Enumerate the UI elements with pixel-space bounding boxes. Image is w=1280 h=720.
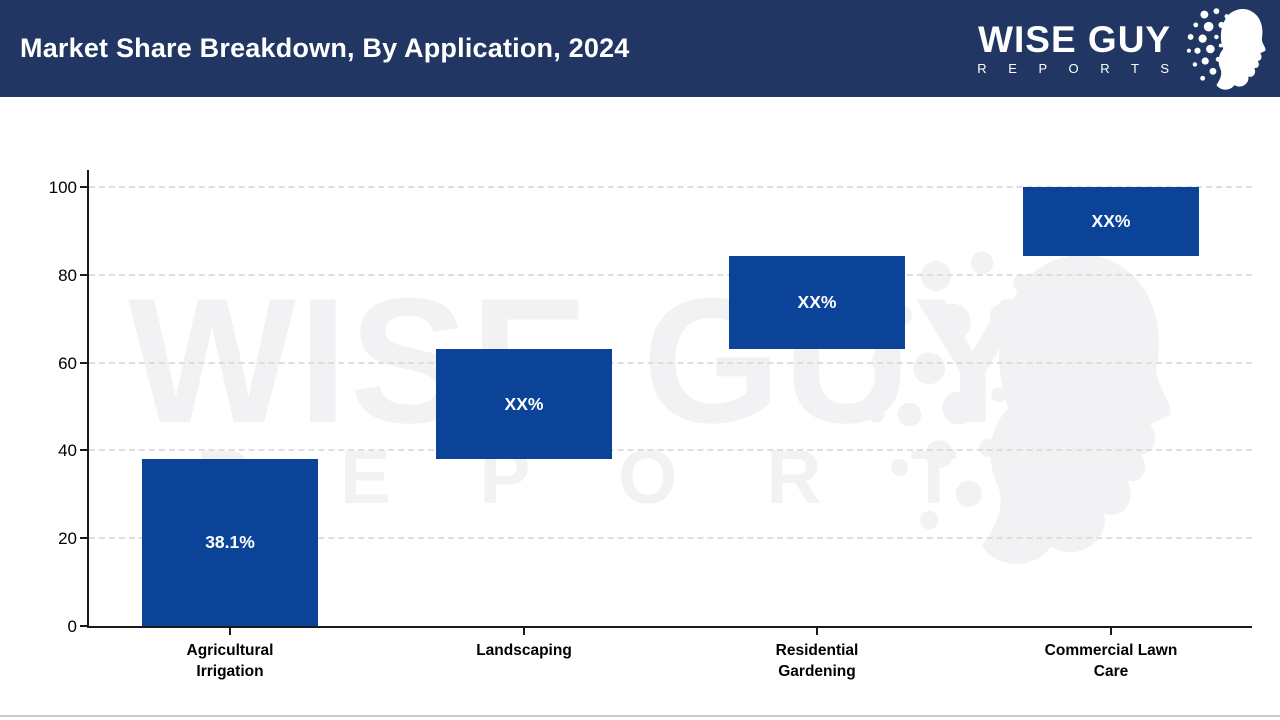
bar-segment: 38.1% [142, 458, 318, 626]
x-category-label: Commercial Lawn Care [1044, 642, 1178, 680]
gridline-80 [89, 273, 1252, 276]
bar-value-label: XX% [504, 393, 544, 414]
x-tick [816, 628, 818, 635]
y-tick-0 [80, 625, 87, 627]
x-category-label: Residential Gardening [775, 642, 859, 680]
bar-segment: XX% [729, 255, 905, 350]
y-tick-label-20: 20 [58, 529, 77, 549]
bar-segment: XX% [436, 349, 612, 459]
gridline-20 [89, 537, 1252, 540]
y-tick-label-40: 40 [58, 441, 77, 461]
y-axis-line [87, 170, 89, 627]
gridline-40 [89, 449, 1252, 452]
x-tick [523, 628, 525, 635]
y-tick-label-0: 0 [67, 617, 77, 636]
gridline-60 [89, 361, 1252, 364]
y-tick-40 [80, 449, 87, 452]
dot-head-face-icon [868, 251, 1171, 564]
chart-title: Market Share Breakdown, By Application, … [20, 33, 630, 63]
bar-segment: XX% [1023, 187, 1199, 256]
x-tick [229, 628, 231, 635]
header-bar: Market Share Breakdown, By Application, … [0, 0, 1280, 97]
gridline-100 [89, 186, 1252, 188]
x-axis-line [87, 626, 1252, 628]
dot-head-face-icon [1186, 7, 1266, 90]
x-category-label: Landscaping [476, 642, 572, 659]
brand-subname: R E P O R T S [977, 61, 1178, 76]
y-tick-label-100: 100 [48, 178, 77, 197]
x-category-label: Agricultural Irrigation [186, 642, 274, 680]
y-tick-label-80: 80 [58, 265, 77, 285]
y-tick-60 [80, 361, 87, 364]
bar-value-label: XX% [797, 292, 837, 313]
y-tick-label-60: 60 [58, 353, 77, 373]
y-tick-80 [80, 273, 87, 276]
x-tick [1110, 628, 1112, 635]
brand-logo-text: WISE GUY R E P O R T S [971, 21, 1178, 76]
bar-value-label: 38.1% [205, 531, 255, 552]
bottom-divider [0, 715, 1280, 717]
bar-value-label: XX% [1091, 210, 1131, 231]
y-tick-100 [80, 186, 87, 188]
y-tick-20 [80, 537, 87, 540]
brand-logo: WISE GUY R E P O R T S [971, 0, 1268, 97]
brand-name: WISE GUY [978, 19, 1172, 60]
